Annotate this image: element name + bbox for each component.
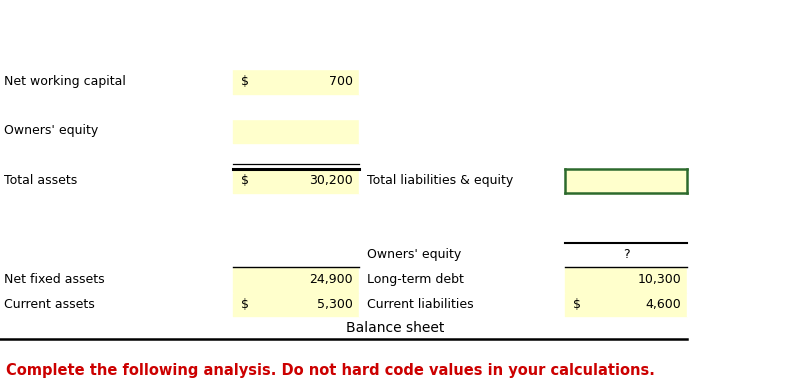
Text: Complete the following analysis. Do not hard code values in your calculations.: Complete the following analysis. Do not … [6, 363, 655, 378]
Text: 4,600: 4,600 [645, 298, 681, 311]
Text: Balance sheet: Balance sheet [346, 321, 444, 335]
Text: Total liabilities & equity: Total liabilities & equity [367, 174, 514, 188]
Text: Long-term debt: Long-term debt [367, 273, 465, 286]
Text: $: $ [573, 298, 581, 311]
Text: Owners' equity: Owners' equity [4, 124, 98, 138]
Text: 700: 700 [329, 75, 353, 88]
Text: Total assets: Total assets [4, 174, 77, 188]
Text: Net working capital: Net working capital [4, 75, 126, 88]
Text: 24,900: 24,900 [310, 273, 353, 286]
Text: Net fixed assets: Net fixed assets [4, 273, 104, 286]
Text: $: $ [241, 75, 249, 88]
Text: $: $ [241, 174, 249, 188]
Text: Current assets: Current assets [4, 298, 95, 311]
Text: Owners' equity: Owners' equity [367, 248, 461, 262]
Text: ?: ? [623, 248, 630, 262]
Text: 30,200: 30,200 [310, 174, 353, 188]
Text: 10,300: 10,300 [638, 273, 681, 286]
Text: $: $ [241, 298, 249, 311]
Text: 5,300: 5,300 [318, 298, 353, 311]
Text: Current liabilities: Current liabilities [367, 298, 474, 311]
